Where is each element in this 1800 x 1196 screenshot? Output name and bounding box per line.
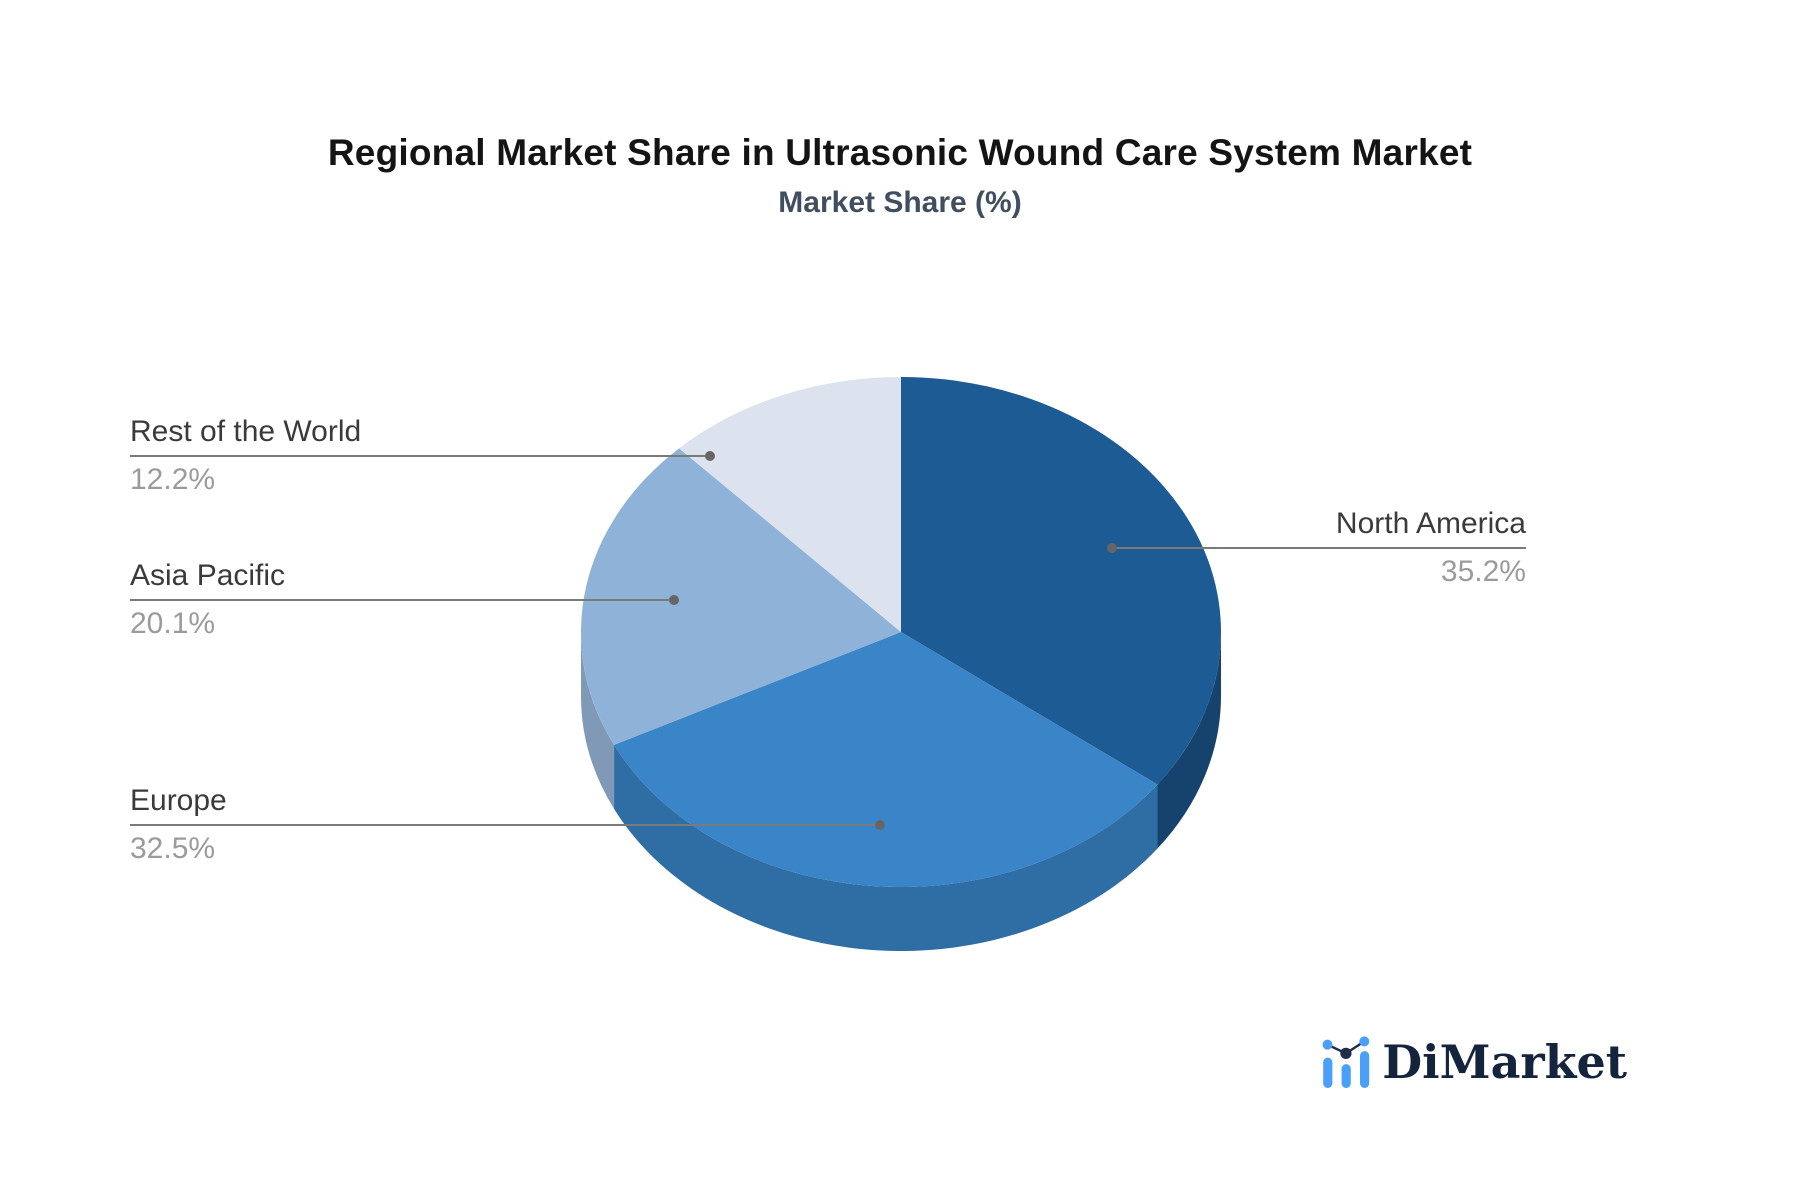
pie-slice-europe[interactable] <box>614 632 1158 888</box>
slice-label: Asia Pacific <box>130 559 286 592</box>
pie-slice-north-america[interactable] <box>901 377 1222 785</box>
slice-percent: 12.2% <box>130 463 216 496</box>
slice-percent: 20.1% <box>130 607 216 640</box>
slice-percent: 35.2% <box>1440 555 1526 588</box>
chart-subtitle: Market Share (%) <box>778 186 1022 219</box>
pie-slice-asia-pacific[interactable] <box>580 448 901 745</box>
brand-logo: DiMarket <box>1322 1036 1627 1088</box>
callout-europe: Europe 32.5% <box>130 783 227 867</box>
callout-rest-of-world: Rest of the World 12.2% <box>130 414 361 498</box>
slice-percent: 32.5% <box>130 832 216 865</box>
slice-label: North America <box>1335 507 1526 540</box>
leader-dot-north-america <box>1107 543 1117 553</box>
pie-slice-depth-asia-pacific <box>581 632 615 809</box>
leader-dot-rest-of-the-world <box>705 451 715 461</box>
pie-slice-depth-north-america <box>1157 632 1221 849</box>
pie-slice-rest-of-the-world[interactable] <box>679 377 901 632</box>
chart-title: Regional Market Share in Ultrasonic Woun… <box>327 132 1473 173</box>
pie-slice-depth-europe <box>614 744 1158 952</box>
brand-bar-chart-icon <box>1322 1036 1370 1088</box>
slice-label: Europe <box>130 784 227 817</box>
slice-label: Rest of the World <box>130 415 362 448</box>
callout-asia-pacific: Asia Pacific 20.1% <box>130 558 285 642</box>
callout-north-america: North America 35.2% <box>1336 506 1526 590</box>
leader-dot-europe <box>875 820 885 830</box>
brand-name: DiMarket <box>1382 1035 1627 1089</box>
leader-dot-asia-pacific <box>669 595 679 605</box>
